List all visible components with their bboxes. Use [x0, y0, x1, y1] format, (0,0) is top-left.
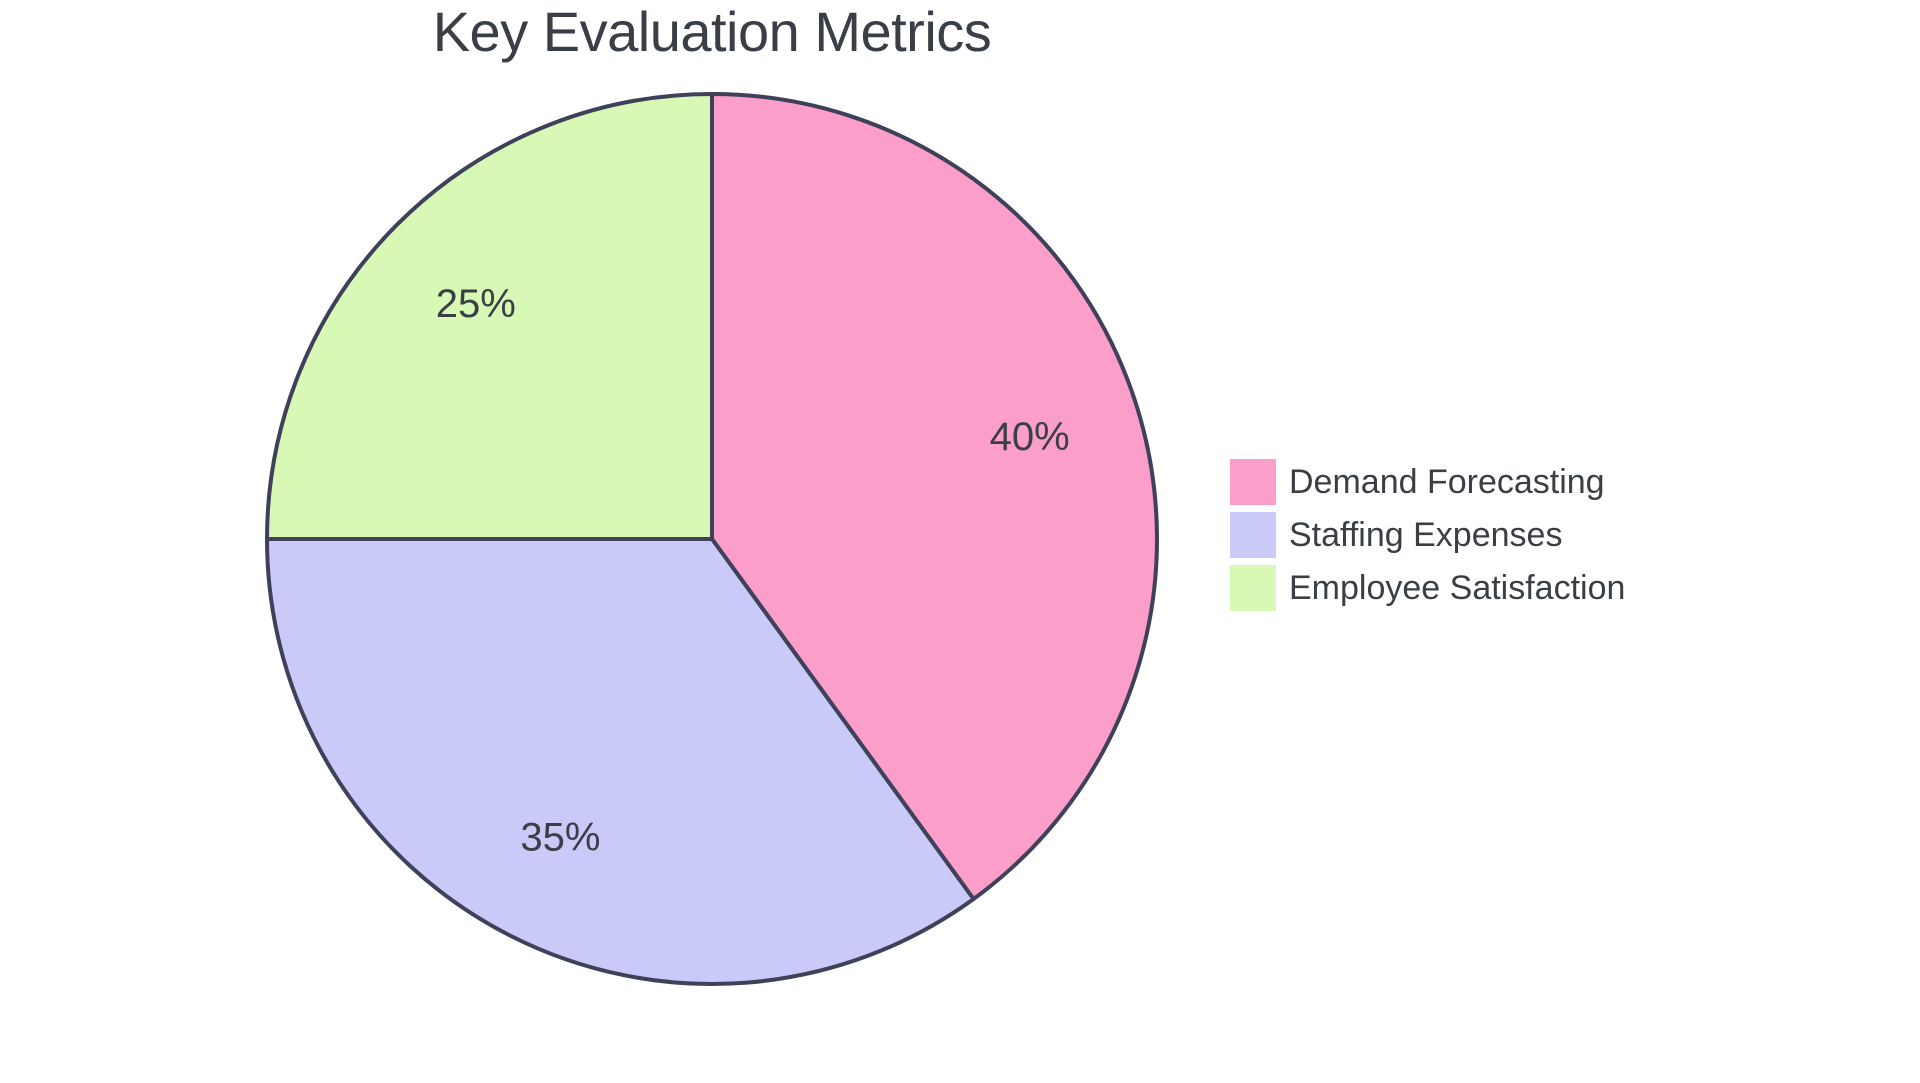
legend-label: Demand Forecasting — [1289, 462, 1605, 501]
chart-title: Key Evaluation Metrics — [432, 0, 992, 63]
pie-slice-percentage-label: 25% — [436, 282, 516, 326]
chart-legend: Demand Forecasting Staffing Expenses Emp… — [1230, 459, 1625, 611]
legend-swatch-icon — [1230, 512, 1276, 558]
pie-slice-staffing-expenses — [265, 537, 976, 986]
legend-label: Employee Satisfaction — [1289, 568, 1626, 607]
legend-swatch-icon — [1230, 565, 1276, 611]
pie-slice-percentage-label: 40% — [990, 415, 1070, 459]
pie-slice-demand-forecasting — [710, 92, 1159, 902]
pie-slice-percentage-label: 35% — [520, 816, 600, 860]
legend-swatch-icon — [1230, 459, 1276, 505]
legend-label: Staffing Expenses — [1289, 515, 1563, 554]
pie-slice-employee-satisfaction — [265, 92, 714, 541]
legend-item-staffing-expenses: Staffing Expenses — [1230, 512, 1625, 558]
legend-item-demand-forecasting: Demand Forecasting — [1230, 459, 1625, 505]
legend-item-employee-satisfaction: Employee Satisfaction — [1230, 565, 1625, 611]
